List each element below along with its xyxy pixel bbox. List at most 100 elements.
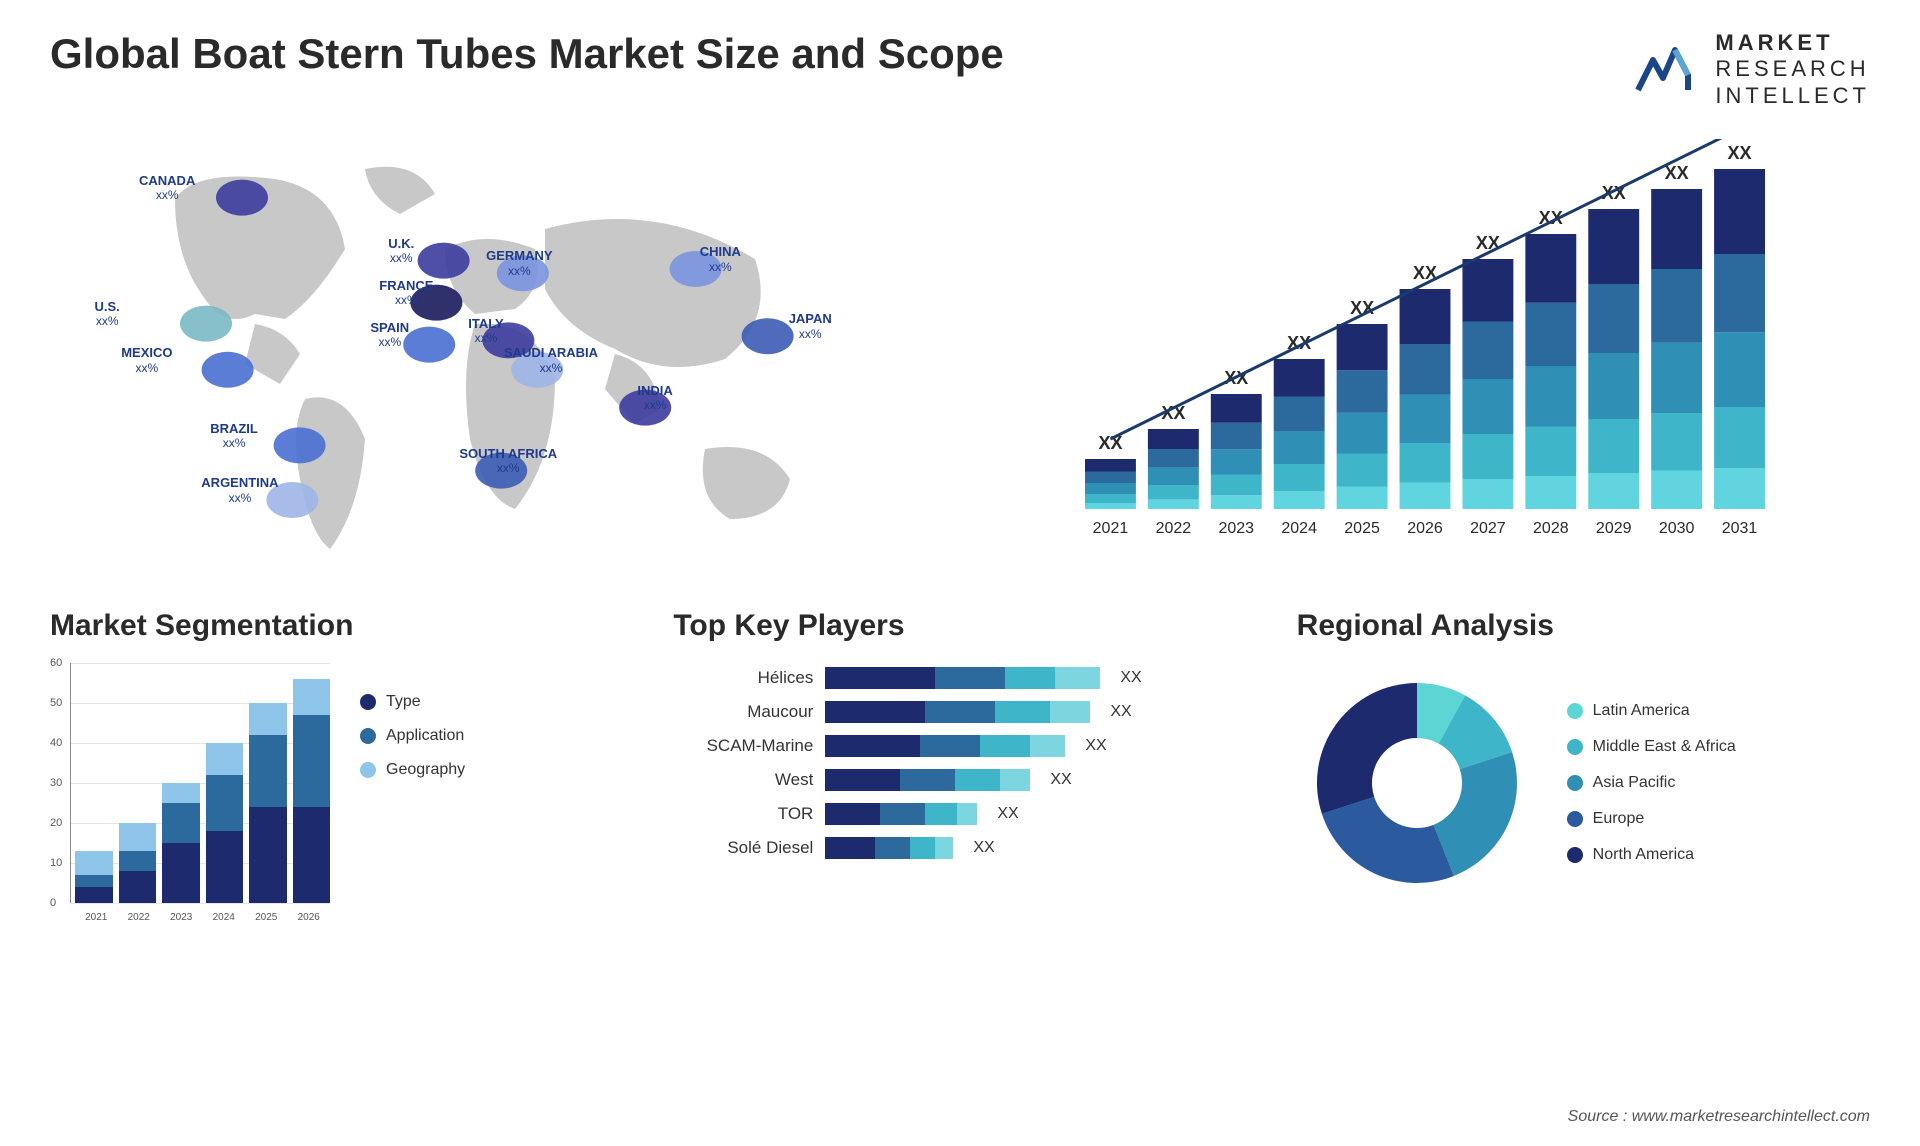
player-value: XX [1110,703,1131,721]
svg-text:XX: XX [1728,143,1752,163]
player-row: WestXX [673,769,1246,791]
svg-text:2025: 2025 [1344,520,1380,537]
legend-dot-icon [360,728,376,744]
logo-icon [1633,40,1703,100]
map-label-brazil: BRAZILxx% [210,421,258,451]
seg-xtick: 2025 [255,912,277,923]
seg-xtick: 2023 [170,912,192,923]
player-bar [825,701,1090,723]
seg-bar [162,783,200,903]
seg-bar [206,743,244,903]
svg-text:2031: 2031 [1722,520,1758,537]
player-value: XX [973,839,994,857]
seg-ytick: 30 [50,777,62,789]
segmentation-legend: Type Application Geography [360,663,465,923]
player-name: Maucour [673,702,813,722]
player-name: Hélices [673,668,813,688]
donut-slice [1322,797,1454,883]
map-label-u-s-: U.S.xx% [95,299,120,329]
seg-ytick: 50 [50,697,62,709]
donut-slice [1317,683,1417,814]
source-text: Source : www.marketresearchintellect.com [1568,1108,1870,1126]
map-label-france: FRANCExx% [379,278,433,308]
legend-label: Asia Pacific [1593,774,1676,792]
svg-text:2028: 2028 [1533,520,1569,537]
legend-dot-icon [1567,703,1583,719]
svg-text:XX: XX [1665,163,1689,183]
svg-text:2030: 2030 [1659,520,1695,537]
seg-ytick: 60 [50,657,62,669]
regional-legend-item: Latin America [1567,702,1736,720]
player-bar [825,803,977,825]
regional-donut [1297,663,1537,903]
legend-dot-icon [360,694,376,710]
seg-bar [119,823,157,903]
map-label-saudi-arabia: SAUDI ARABIAxx% [504,345,598,375]
player-name: West [673,770,813,790]
seg-xtick: 2022 [128,912,150,923]
regional-section: Regional Analysis Latin AmericaMiddle Ea… [1297,609,1870,929]
map-label-canada: CANADAxx% [139,173,195,203]
svg-text:2026: 2026 [1407,520,1443,537]
legend-dot-icon [360,762,376,778]
seg-ytick: 20 [50,817,62,829]
legend-dot-icon [1567,739,1583,755]
svg-text:2027: 2027 [1470,520,1506,537]
regional-legend-item: North America [1567,846,1736,864]
world-map: CANADAxx% U.S.xx%MEXICOxx% BRAZILxx% ARGENT… [50,139,940,559]
segmentation-section: Market Segmentation 0 10 20 30 40 50 60 2021 202… [50,609,623,929]
seg-bar [75,851,113,903]
seg-ytick: 10 [50,857,62,869]
svg-text:2021: 2021 [1093,520,1129,537]
seg-xtick: 2021 [85,912,107,923]
player-row: Solé Diesel XX [673,837,1246,859]
seg-bar [249,703,287,903]
seg-ytick: 0 [50,897,56,909]
legend-label: Middle East & Africa [1593,738,1736,756]
player-bar [825,837,953,859]
player-row: TORXX [673,803,1246,825]
player-bar [825,735,1065,757]
brand-logo: MARKET RESEARCH INTELLECT [1633,30,1870,109]
growth-bar-chart: XX2021XX2022XX2023XX2024XX2025XX2026XX20… [980,139,1870,559]
map-label-argentina: ARGENTINAxx% [201,475,278,505]
seg-xtick: 2026 [298,912,320,923]
svg-text:2024: 2024 [1281,520,1317,537]
player-name: Solé Diesel [673,838,813,858]
logo-line2: RESEARCH [1715,56,1870,82]
logo-line3: INTELLECT [1715,83,1870,109]
map-label-spain: SPAINxx% [370,320,409,350]
legend-label: North America [1593,846,1694,864]
legend-label: Application [386,727,464,745]
map-label-mexico: MEXICOxx% [121,345,172,375]
segmentation-chart: 0102030405060202120222023202420252026 [50,663,330,923]
legend-dot-icon [1567,775,1583,791]
seg-ytick: 40 [50,737,62,749]
players-section: Top Key Players HélicesXXMaucourXXSCAM-M… [673,609,1246,929]
regional-legend-item: Asia Pacific [1567,774,1736,792]
player-value: XX [1120,669,1141,687]
player-bar [825,667,1100,689]
legend-dot-icon [1567,811,1583,827]
legend-label: Type [386,693,421,711]
seg-xtick: 2024 [213,912,235,923]
regional-legend-item: Middle East & Africa [1567,738,1736,756]
players-chart: HélicesXXMaucourXXSCAM-MarineXXWestXXTOR… [673,663,1246,859]
svg-text:2029: 2029 [1596,520,1632,537]
player-value: XX [997,805,1018,823]
legend-label: Geography [386,761,465,779]
map-label-germany: GERMANYxx% [486,248,552,278]
map-label-japan: JAPANxx% [789,311,832,341]
map-label-india: INDIAxx% [637,383,672,413]
player-bar [825,769,1030,791]
map-label-south-africa: SOUTH AFRICAxx% [459,446,557,476]
page-title: Global Boat Stern Tubes Market Size and … [50,30,1004,78]
regional-legend: Latin America Middle East & Africa Asia Pa… [1567,702,1736,864]
legend-dot-icon [1567,847,1583,863]
svg-text:2023: 2023 [1218,520,1254,537]
map-label-italy: ITALYxx% [468,316,503,346]
segmentation-title: Market Segmentation [50,609,623,643]
map-label-u-k-: U.K.xx% [388,236,414,266]
players-title: Top Key Players [673,609,1246,643]
map-label-china: CHINAxx% [700,244,741,274]
